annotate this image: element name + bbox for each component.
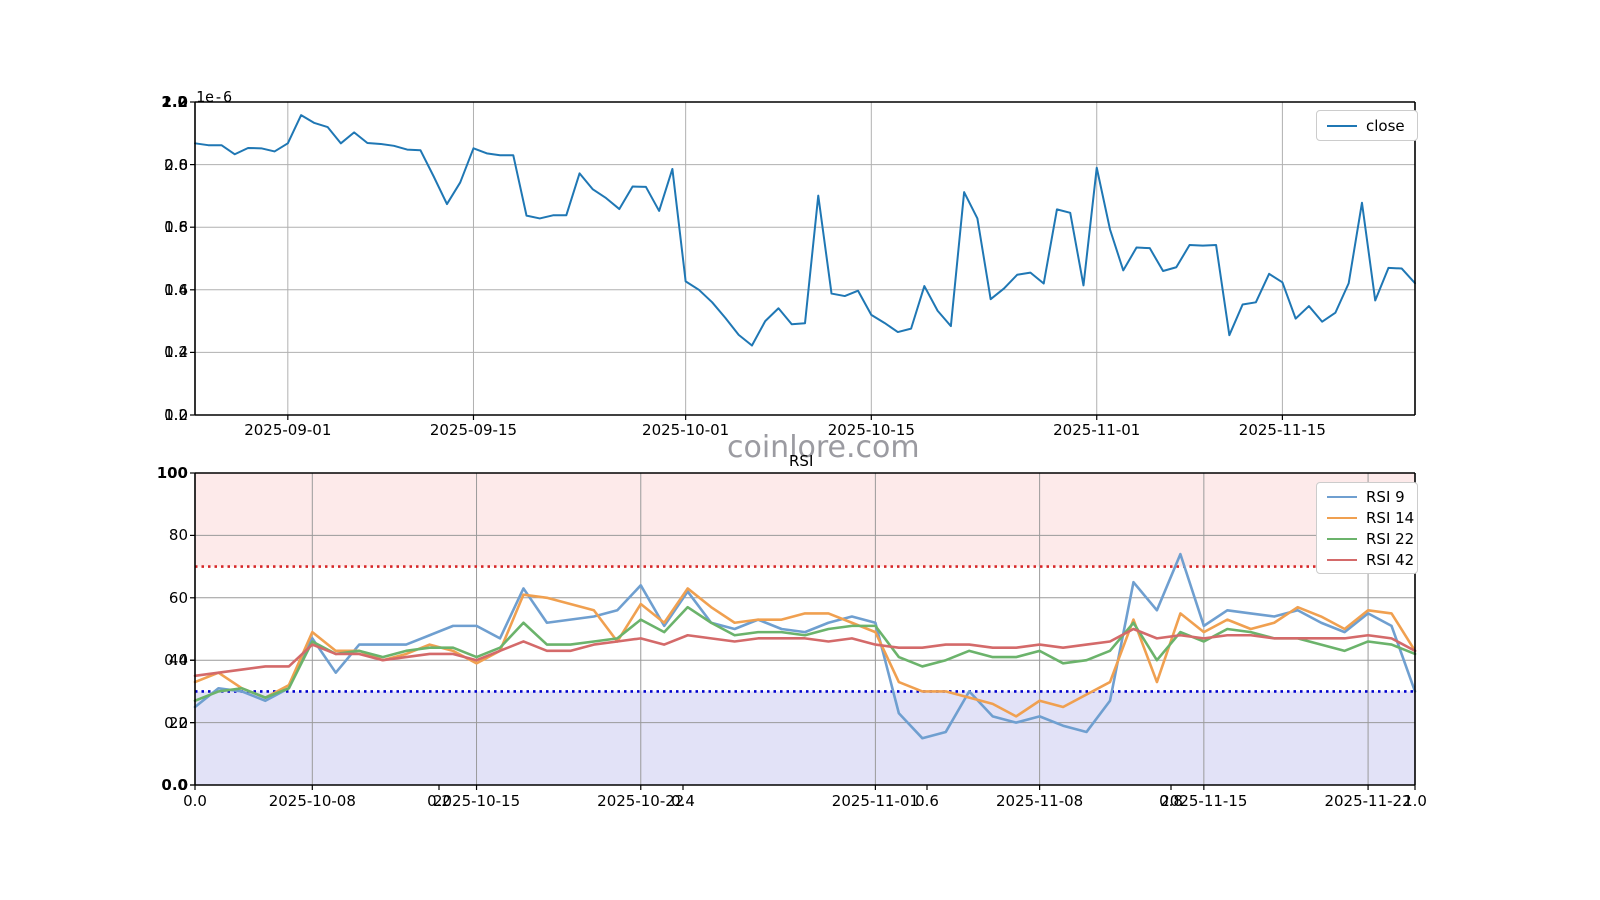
rsi-x-tick-label: 2025-10-15 (432, 792, 521, 810)
rsi-panel-title: RSI (789, 452, 814, 470)
rsi-x-tick-label: 2025-11-22 (1324, 792, 1412, 810)
price-y-tick-label-secondary: 0.2 (164, 343, 188, 362)
price-y-tick-label: 2.2 (161, 93, 188, 111)
rsi-y-tick-label: 0 (177, 776, 188, 794)
price-x-tick-label: 2025-09-01 (244, 421, 332, 439)
price-legend-item[interactable]: close (1317, 115, 1417, 136)
rsi-x-tick-label-numeric: 0.4 (671, 792, 695, 810)
rsi-y-tick-label: 100 (156, 464, 188, 482)
rsi-y-tick-label-secondary: 0.4 (164, 651, 188, 670)
price-y-tick-label-secondary: 0.8 (164, 155, 188, 174)
legend-line-swatch (1327, 537, 1357, 540)
watermark: coinlore.com (727, 430, 920, 465)
price-y-tick-label: 1.8 (164, 218, 188, 237)
price-y-tick-label-secondary: 0.0 (164, 406, 188, 424)
rsi-y-tick-label: 60 (168, 588, 188, 607)
legend-label: close (1366, 116, 1405, 135)
rsi-y-tick-label-secondary: 0.2 (164, 713, 188, 732)
rsi-x-tick-label-numeric: 0.6 (915, 792, 939, 810)
legend-line-swatch (1327, 124, 1357, 127)
rsi-x-tick-label-numeric: 0.8 (1159, 792, 1183, 810)
rsi-legend-item[interactable]: RSI 22 (1317, 528, 1417, 549)
price-y-tick-label: 1.2 (164, 406, 188, 424)
rsi-x-tick-label: 2025-11-15 (1160, 792, 1248, 810)
rsi-y-tick-label: 80 (168, 526, 188, 545)
price-y-tick-label-secondary: 0.6 (164, 218, 188, 237)
price-offset-text: 1e-6 (196, 88, 233, 106)
legend-line-swatch (1327, 516, 1357, 519)
price-x-tick-label: 2025-10-01 (642, 421, 730, 439)
rsi-y-tick-label: 40 (168, 651, 188, 670)
legend-line-swatch (1327, 495, 1357, 498)
rsi-x-tick-label: 2025-10-22 (597, 792, 685, 810)
rsi-legend-item[interactable]: RSI 9 (1317, 486, 1417, 507)
rsi-y-tick-label: 20 (168, 713, 188, 732)
price-legend[interactable]: close (1316, 110, 1418, 141)
price-y-tick-label-secondary: 0.4 (164, 280, 188, 299)
price-x-tick-label: 2025-11-01 (1053, 421, 1141, 439)
rsi-x-tick-label: 2025-11-01 (831, 792, 919, 810)
legend-label: RSI 42 (1366, 550, 1415, 569)
price-x-tick-label: 2025-11-15 (1238, 421, 1326, 439)
price-y-tick-label: 1.4 (164, 343, 188, 362)
legend-line-swatch (1327, 558, 1357, 561)
price-y-tick-label: 2.0 (164, 155, 188, 174)
rsi-legend-item[interactable]: RSI 42 (1317, 549, 1417, 570)
rsi-x-tick-label-numeric: 0.2 (427, 792, 451, 810)
price-y-tick-label: 1.6 (164, 280, 188, 299)
rsi-x-tick-label-numeric: 0.0 (183, 792, 207, 810)
price-y-tick-label-secondary: 1.0 (161, 93, 188, 111)
price-x-tick-label: 2025-10-15 (827, 421, 915, 439)
legend-label: RSI 14 (1366, 508, 1415, 527)
rsi-y-tick-label-secondary: 0.0 (161, 776, 188, 794)
rsi-x-tick-label: 2025-10-08 (268, 792, 356, 810)
rsi-x-tick-label: 2025-11-08 (996, 792, 1084, 810)
rsi-legend[interactable]: RSI 9 RSI 14 RSI 22 RSI 42 (1316, 482, 1418, 574)
rsi-x-tick-label-numeric: 1.0 (1403, 792, 1427, 810)
legend-label: RSI 22 (1366, 529, 1415, 548)
rsi-legend-item[interactable]: RSI 14 (1317, 507, 1417, 528)
price-x-tick-label: 2025-09-15 (429, 421, 518, 439)
legend-label: RSI 9 (1366, 487, 1405, 506)
